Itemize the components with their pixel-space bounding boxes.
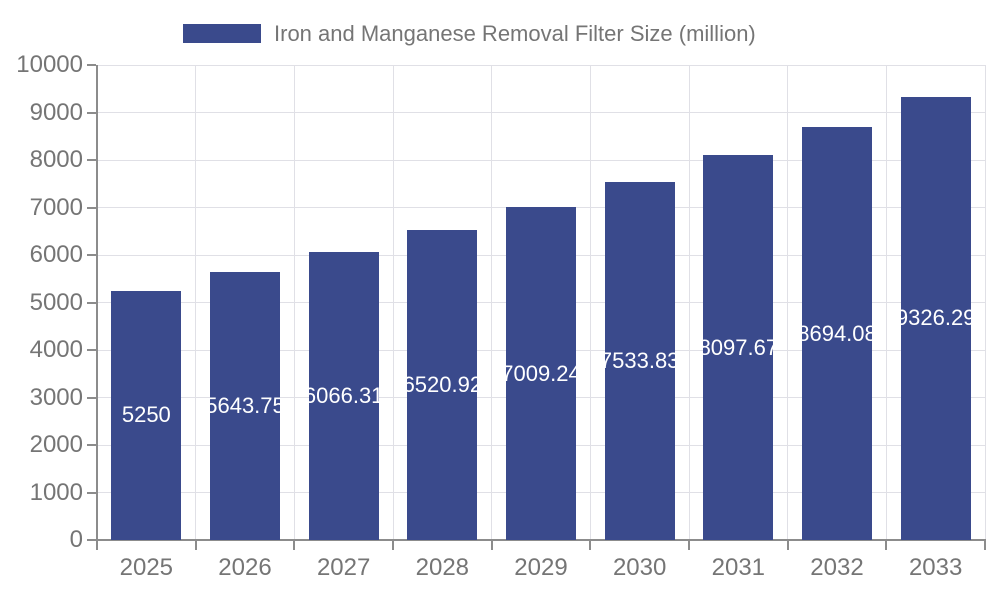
gridline-vertical: [491, 65, 493, 540]
bar-2027[interactable]: 6066.31: [308, 251, 379, 540]
legend-item[interactable]: Iron and Manganese Removal Filter Size (…: [183, 21, 756, 46]
bar-value-label: 8097.67: [703, 334, 774, 360]
bar-2032[interactable]: 8694.08: [802, 127, 872, 540]
x-axis-label: 2030: [612, 554, 667, 581]
bar-2029[interactable]: 7009.24: [506, 207, 576, 540]
x-axis-label: 2032: [810, 554, 864, 581]
y-axis-line: [96, 65, 98, 541]
y-axis-tick-label: 10000: [16, 51, 83, 78]
gridline-horizontal: [97, 112, 985, 113]
bar-2026[interactable]: 5643.75: [210, 271, 280, 540]
bar-value-label: 8694.08: [802, 320, 872, 346]
y-axis-tick-label: 9000: [29, 98, 83, 126]
x-axis-label: 2033: [908, 554, 963, 581]
y-axis-tick: [87, 349, 96, 351]
x-axis-label: 2027: [316, 554, 371, 581]
y-axis-tick-label: 2000: [29, 431, 83, 458]
gridline-horizontal: [97, 64, 985, 66]
gridline-vertical: [589, 65, 591, 540]
x-axis-tick: [786, 540, 789, 550]
x-axis-label: 2031: [711, 554, 766, 581]
y-axis-tick-label: 3000: [29, 383, 83, 411]
bar-value-label: 7533.83: [604, 348, 675, 374]
gridline-vertical: [293, 65, 295, 540]
legend-label: Iron and Manganese Removal Filter Size (…: [274, 21, 756, 46]
y-axis-tick-label: 4000: [29, 336, 83, 363]
x-axis-label: 2028: [415, 554, 470, 581]
x-axis-tick: [984, 540, 986, 550]
bar-value-label: 9326.29: [900, 305, 971, 331]
gridline-horizontal: [97, 159, 985, 161]
x-axis-tick: [490, 540, 493, 550]
y-axis-tick: [87, 301, 96, 304]
bar-value-label: 6520.92: [407, 372, 478, 398]
y-axis-tick: [87, 159, 96, 161]
bar-2025[interactable]: 5250: [111, 290, 182, 540]
gridline-vertical: [885, 65, 887, 540]
x-axis-label: 2025: [119, 554, 174, 581]
gridline-vertical: [688, 65, 690, 540]
y-axis-tick: [87, 254, 96, 256]
y-axis-tick: [87, 64, 96, 66]
y-axis-tick-label: 1000: [29, 478, 83, 506]
x-axis-tick: [885, 540, 888, 550]
y-axis-tick: [87, 539, 96, 541]
y-axis-tick: [87, 206, 96, 209]
y-axis-tick: [87, 111, 96, 114]
legend-swatch: [183, 24, 261, 43]
y-axis-tick-label: 6000: [29, 241, 83, 268]
gridline-vertical: [195, 65, 197, 540]
bar-2028[interactable]: 6520.92: [407, 230, 478, 540]
gridline-vertical: [787, 65, 789, 540]
y-axis-tick-label: 0: [69, 526, 83, 553]
bar-2031[interactable]: 8097.67: [703, 155, 774, 540]
bar-value-label: 5643.75: [210, 392, 280, 418]
gridline-vertical: [392, 65, 394, 540]
y-axis-tick-label: 8000: [29, 146, 83, 173]
y-axis-tick-label: 7000: [29, 193, 83, 221]
x-axis-label: 2026: [218, 554, 272, 581]
bar-value-label: 7009.24: [506, 360, 576, 386]
x-axis-tick: [293, 540, 296, 550]
x-axis-tick: [589, 540, 592, 550]
x-axis-line: [96, 539, 986, 541]
gridline-vertical: [984, 65, 986, 540]
bar-value-label: 5250: [121, 402, 171, 428]
x-axis-tick: [688, 540, 690, 550]
y-axis-tick: [87, 491, 96, 494]
y-axis-tick-label: 5000: [29, 288, 83, 316]
bar-2030[interactable]: 7533.83: [604, 182, 675, 540]
y-axis-tick: [87, 396, 96, 399]
x-axis-tick: [194, 540, 197, 550]
x-axis-tick: [392, 540, 394, 550]
bar-2033[interactable]: 9326.29: [900, 97, 971, 540]
x-axis-label: 2029: [514, 554, 568, 581]
x-axis-tick: [96, 540, 98, 550]
y-axis-tick: [87, 444, 96, 446]
bar-value-label: 6066.31: [308, 382, 379, 408]
